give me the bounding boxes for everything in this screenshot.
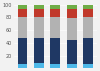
Bar	[34, 5, 44, 9]
Bar	[67, 40, 77, 64]
Bar	[18, 64, 28, 68]
Bar	[50, 5, 60, 9]
Bar	[34, 38, 44, 63]
Bar	[34, 17, 44, 38]
Bar	[67, 9, 77, 18]
Bar	[83, 38, 93, 64]
Bar	[50, 17, 60, 38]
Bar	[83, 64, 93, 68]
Bar	[34, 63, 44, 68]
Bar	[50, 64, 60, 68]
Bar	[18, 38, 28, 64]
Bar	[83, 9, 93, 17]
Bar	[83, 5, 93, 9]
Bar	[67, 5, 77, 9]
Bar	[34, 9, 44, 17]
Bar	[67, 18, 77, 40]
Bar	[18, 5, 28, 9]
Bar	[67, 64, 77, 68]
Bar	[50, 9, 60, 17]
Bar	[18, 17, 28, 38]
Bar	[83, 17, 93, 38]
Bar	[50, 38, 60, 64]
Bar	[18, 9, 28, 17]
